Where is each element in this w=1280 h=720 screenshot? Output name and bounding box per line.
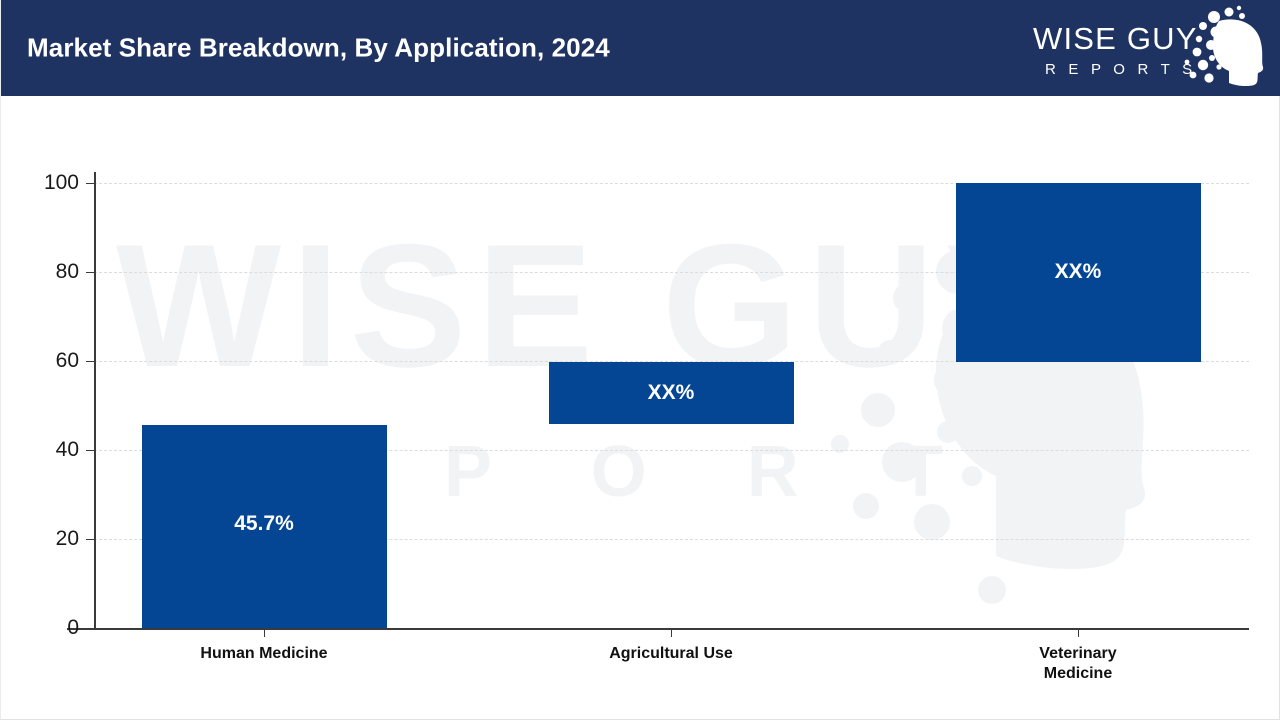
x-tick-label-line: Medicine [1043,665,1113,683]
y-tick-label-0: 0 [67,616,79,639]
bar-agricultural-use[interactable] [549,362,794,424]
bar-veterinary-medicine[interactable] [956,183,1201,362]
header-bar: Market Share Breakdown, By Application, … [1,0,1280,96]
x-tick-label-veterinary-medicine: Veterinary Medicine [948,644,1208,685]
y-tick-mark-40 [86,450,95,451]
x-tick-label-human-medicine: Human Medicine [134,644,394,664]
x-tick-mark-veterinary-medicine [1078,628,1079,637]
bar-human-medicine[interactable] [142,425,387,628]
gridline-60 [94,361,1249,362]
gridline-40 [94,450,1249,451]
y-tick-label-100: 100 [43,171,79,194]
y-tick-label-80: 80 [55,260,79,283]
x-tick-label-line: Human Medicine [200,645,328,662]
bar-label-human-medicine: 45.7% [234,512,294,535]
y-tick-mark-0 [86,628,95,629]
y-tick-label-40: 40 [55,438,79,461]
x-tick-mark-agricultural-use [671,628,672,637]
gridline-100 [94,183,1249,184]
bar-label-veterinary-medicine: XX% [1054,260,1102,283]
logo-wordmark-line1: WISE GUY [1033,21,1198,56]
x-axis-line [67,628,1249,630]
bar-label-agricultural-use: XX% [647,381,695,404]
page-title: Market Share Breakdown, By Application, … [27,32,610,63]
x-tick-label-line: Agricultural Use [609,645,733,662]
y-tick-mark-100 [86,183,95,184]
gridline-20 [94,539,1249,540]
y-axis-line [94,172,96,629]
x-tick-mark-human-medicine [264,628,265,637]
y-tick-label-20: 20 [55,527,79,550]
x-tick-label-agricultural-use: Agricultural Use [541,644,801,664]
wise-guy-reports-logo: WISE GUY R E P O R T S [1033,5,1264,87]
y-tick-mark-80 [86,272,95,273]
x-tick-label-line: Veterinary [1039,645,1117,662]
y-tick-label-60: 60 [55,349,79,372]
logo-wordmark-line2: R E P O R T S [1045,61,1196,78]
chart-plot-area: WISE GUY R E P O R T S [1,96,1280,720]
logo-head-profile-icon [1184,5,1264,87]
y-tick-mark-60 [86,361,95,362]
gridline-80 [94,272,1249,273]
y-tick-mark-20 [86,539,95,540]
